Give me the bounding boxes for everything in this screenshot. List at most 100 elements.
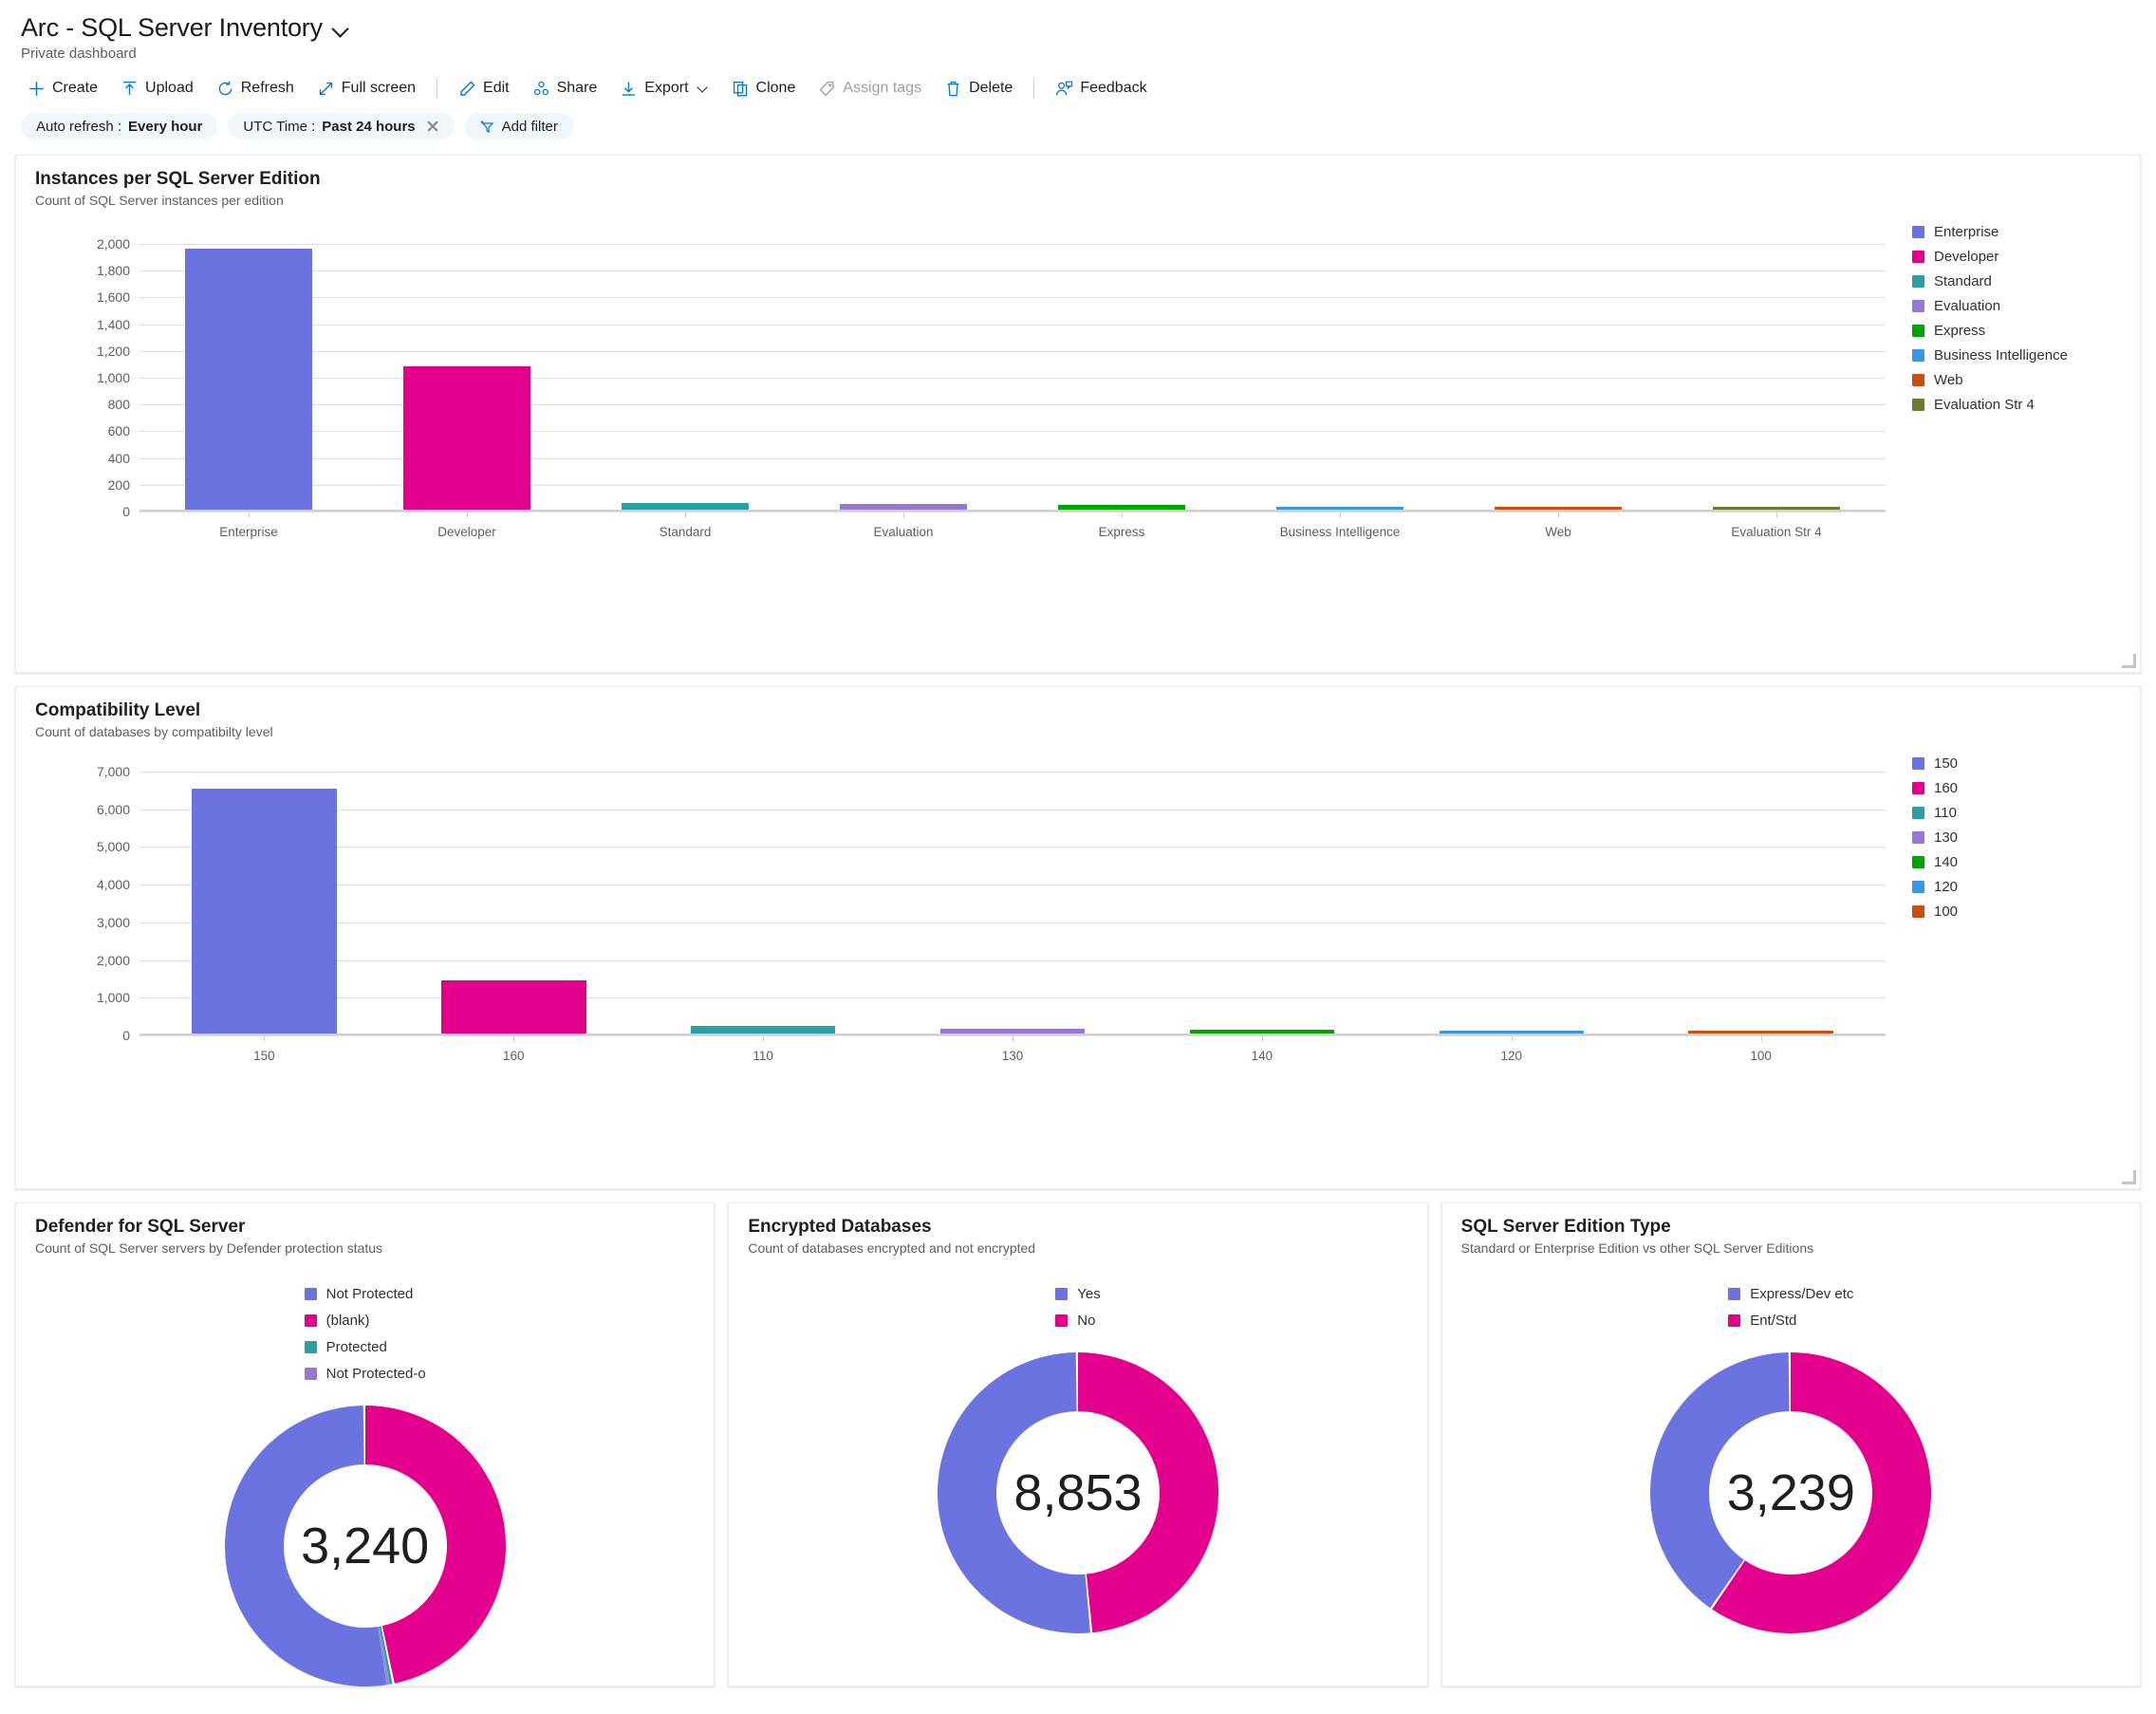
donut-slice[interactable] bbox=[1077, 1352, 1218, 1633]
bar[interactable] bbox=[192, 788, 337, 1034]
legend-item[interactable]: Not Protected bbox=[304, 1280, 426, 1307]
add-filter-button[interactable]: Add filter bbox=[464, 113, 573, 140]
legend-item[interactable]: Enterprise bbox=[1912, 219, 2140, 244]
legend-item[interactable]: 160 bbox=[1912, 775, 2140, 800]
x-axis-label: 140 bbox=[1137, 1035, 1386, 1063]
bar[interactable] bbox=[840, 504, 967, 510]
toolbar-button-feedback[interactable]: Feedback bbox=[1045, 75, 1157, 102]
legend-item[interactable]: Evaluation bbox=[1912, 293, 2140, 318]
panel-instances-per-edition[interactable]: Instances per SQL Server Edition Count o… bbox=[15, 155, 2141, 673]
toolbar-button-create[interactable]: Create bbox=[17, 75, 108, 102]
toolbar-button-label: Feedback bbox=[1080, 80, 1147, 96]
toolbar-button-label: Assign tags bbox=[843, 80, 922, 96]
donut-slice[interactable] bbox=[378, 1626, 389, 1686]
panel-encrypted-databases[interactable]: Encrypted Databases Count of databases e… bbox=[728, 1202, 1428, 1686]
y-axis-tick: 600 bbox=[107, 423, 130, 439]
toolbar-button-full-screen[interactable]: Full screen bbox=[307, 75, 426, 102]
legend-item[interactable]: No bbox=[1055, 1307, 1100, 1333]
donut-chart[interactable]: 3,240 bbox=[223, 1404, 508, 1688]
bar[interactable] bbox=[939, 1029, 1086, 1034]
toolbar-button-refresh[interactable]: Refresh bbox=[206, 75, 305, 102]
panel-compatibility-level-wrapper: Compatibility Level Count of databases b… bbox=[15, 686, 2141, 1189]
bar[interactable] bbox=[1495, 507, 1622, 510]
legend-swatch bbox=[304, 1287, 317, 1300]
toolbar-button-export[interactable]: Export bbox=[609, 75, 718, 102]
legend-item[interactable]: 140 bbox=[1912, 849, 2140, 874]
legend-label: Ent/Std bbox=[1750, 1312, 1797, 1329]
donut-slice[interactable] bbox=[224, 1406, 387, 1686]
legend-label: Not Protected-o bbox=[325, 1365, 426, 1382]
toolbar-button-clone[interactable]: Clone bbox=[721, 75, 807, 102]
x-axis-label: Express bbox=[1013, 512, 1231, 539]
legend-label: 140 bbox=[1934, 853, 1959, 870]
legend-item[interactable]: Express/Dev etc bbox=[1728, 1280, 1853, 1307]
bar[interactable] bbox=[441, 980, 586, 1034]
legend-item[interactable]: 120 bbox=[1912, 874, 2140, 899]
resize-handle[interactable] bbox=[2122, 1170, 2136, 1184]
x-axis-label: 150 bbox=[139, 1035, 389, 1063]
legend-label: Evaluation Str 4 bbox=[1934, 396, 2035, 413]
panel-subtitle: Count of databases by compatibilty level bbox=[35, 724, 273, 739]
legend-item[interactable]: Protected bbox=[304, 1333, 426, 1360]
legend-item[interactable]: 110 bbox=[1912, 800, 2140, 825]
donut-legend: Not Protected (blank) Protected Not Protect… bbox=[304, 1280, 426, 1387]
bar[interactable] bbox=[403, 366, 530, 510]
bar[interactable] bbox=[1688, 1031, 1833, 1034]
close-icon[interactable] bbox=[426, 120, 439, 133]
legend-swatch bbox=[1912, 324, 1924, 337]
plus-icon bbox=[28, 80, 46, 98]
legend-item[interactable]: Developer bbox=[1912, 244, 2140, 269]
toolbar-button-upload[interactable]: Upload bbox=[110, 75, 204, 102]
legend-item[interactable]: Evaluation Str 4 bbox=[1912, 392, 2140, 417]
gridline bbox=[139, 270, 1886, 272]
legend-item[interactable]: 150 bbox=[1912, 751, 2140, 775]
donut-chart[interactable]: 8,853 bbox=[936, 1351, 1220, 1635]
gridline bbox=[139, 772, 1886, 773]
legend-item[interactable]: 100 bbox=[1912, 899, 2140, 923]
toolbar-button-edit[interactable]: Edit bbox=[448, 75, 520, 102]
x-axis-label: 120 bbox=[1386, 1035, 1636, 1063]
bar-slot bbox=[1137, 772, 1386, 1034]
legend-item[interactable]: Web bbox=[1912, 367, 2140, 392]
legend-item[interactable]: Business Intelligence bbox=[1912, 343, 2140, 367]
legend-item[interactable]: Yes bbox=[1055, 1280, 1101, 1307]
bar[interactable] bbox=[1276, 507, 1403, 510]
legend-swatch bbox=[1912, 781, 1924, 794]
add-filter-icon bbox=[480, 119, 495, 134]
donut-slice[interactable] bbox=[1712, 1352, 1932, 1633]
bar-chart-compatibility: 7,000 6,000 5,000 4,000 3,000 2,000 1,000 0 150… bbox=[16, 739, 2140, 1064]
filter-pill-auto-refresh[interactable]: Auto refresh : Every hour bbox=[21, 113, 218, 140]
bar[interactable] bbox=[690, 1026, 836, 1034]
chevron-down-icon[interactable] bbox=[332, 20, 349, 37]
toolbar-button-share[interactable]: Share bbox=[522, 75, 608, 102]
donut-slice[interactable] bbox=[937, 1352, 1090, 1633]
y-axis-tick: 2,000 bbox=[96, 952, 130, 968]
bar-slot bbox=[1386, 772, 1636, 1034]
donut-slice[interactable] bbox=[1650, 1352, 1790, 1609]
panel-compatibility-level[interactable]: Compatibility Level Count of databases b… bbox=[15, 686, 2141, 1189]
chevron-down-icon[interactable] bbox=[698, 84, 709, 94]
bar[interactable] bbox=[1058, 504, 1185, 510]
bar[interactable] bbox=[1713, 507, 1840, 510]
bar[interactable] bbox=[185, 249, 312, 510]
donut-slice[interactable] bbox=[364, 1406, 506, 1684]
bar[interactable] bbox=[1189, 1030, 1335, 1034]
filter-pill-utc-time[interactable]: UTC Time : Past 24 hours bbox=[228, 113, 455, 140]
toolbar-separator bbox=[1033, 78, 1035, 99]
legend-item[interactable]: Express bbox=[1912, 318, 2140, 343]
bar[interactable] bbox=[622, 502, 749, 510]
legend-item[interactable]: Ent/Std bbox=[1728, 1307, 1853, 1333]
legend-item[interactable]: Standard bbox=[1912, 269, 2140, 293]
legend-item[interactable]: Not Protected-o bbox=[304, 1360, 426, 1387]
gridline bbox=[139, 959, 1886, 961]
donut-chart[interactable]: 3,239 bbox=[1648, 1351, 1933, 1635]
panel-defender-for-sql-server[interactable]: Defender for SQL Server Count of SQL Ser… bbox=[15, 1202, 716, 1688]
legend-item[interactable]: 130 bbox=[1912, 825, 2140, 849]
toolbar-button-delete[interactable]: Delete bbox=[934, 75, 1023, 102]
legend-item[interactable]: (blank) bbox=[304, 1307, 426, 1333]
resize-handle[interactable] bbox=[2122, 654, 2136, 668]
bar[interactable] bbox=[1439, 1031, 1584, 1034]
panel-sql-server-edition-type[interactable]: SQL Server Edition Type Standard or Ente… bbox=[1440, 1202, 2141, 1686]
page-subtitle: Private dashboard bbox=[21, 46, 137, 62]
donut-slice[interactable] bbox=[379, 1626, 393, 1685]
